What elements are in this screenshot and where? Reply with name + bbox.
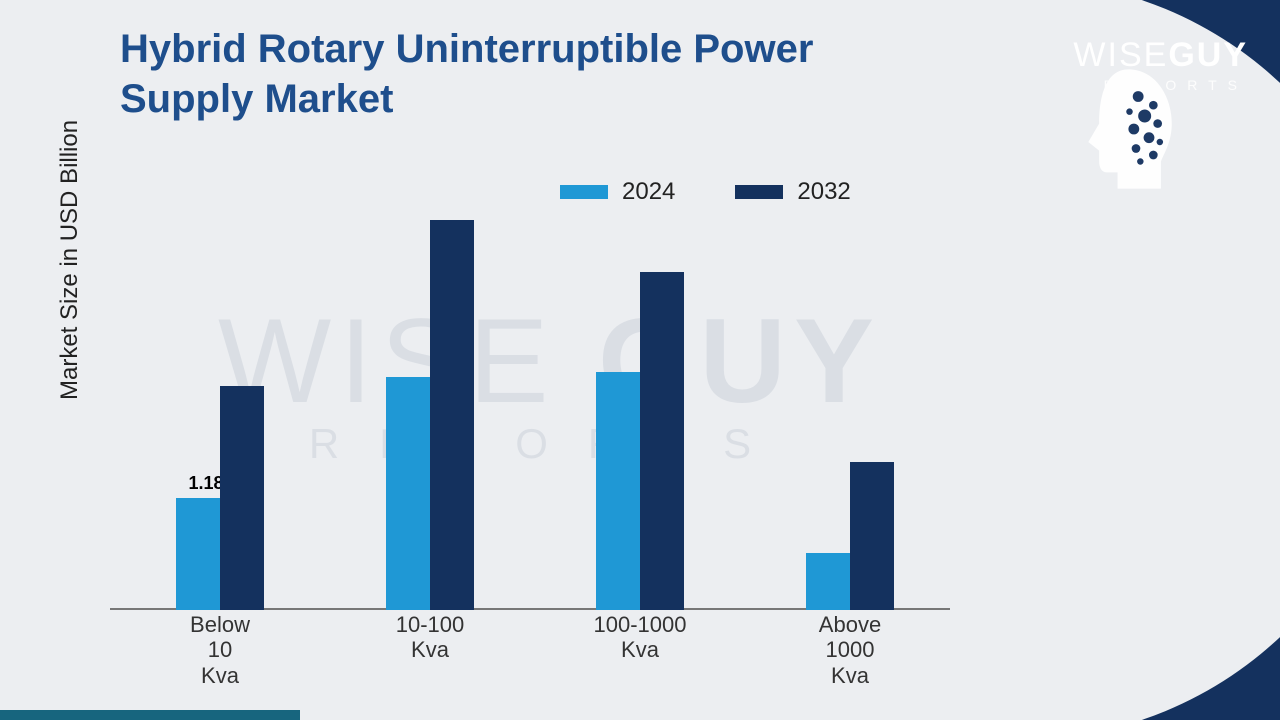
brand-logo: WISEGUY REPORTS xyxy=(1073,38,1248,92)
x-tick-label: 10-100Kva xyxy=(370,612,490,663)
legend-label: 2032 xyxy=(797,178,850,206)
bar xyxy=(640,272,684,610)
legend-swatch xyxy=(735,185,783,199)
legend-item-2032: 2032 xyxy=(735,178,850,206)
y-axis-label: Market Size in USD Billion xyxy=(56,120,84,400)
bar xyxy=(220,386,264,610)
bar-chart: 1.18 xyxy=(110,210,950,610)
bar xyxy=(596,372,640,610)
x-tick-label: Above1000Kva xyxy=(790,612,910,688)
x-tick-label: Below10Kva xyxy=(160,612,280,688)
legend: 2024 2032 xyxy=(560,178,851,206)
bar xyxy=(386,377,430,610)
stage: WISE GUY REPORTS Hybrid Rotary Uninterru… xyxy=(0,0,1280,720)
bar xyxy=(430,220,474,610)
legend-item-2024: 2024 xyxy=(560,178,675,206)
legend-label: 2024 xyxy=(622,178,675,206)
x-tick-label: 100-1000Kva xyxy=(580,612,700,663)
chart-title: Hybrid Rotary Uninterruptible Power Supp… xyxy=(120,24,820,124)
bar: 1.18 xyxy=(176,498,220,610)
bar xyxy=(850,462,894,610)
accent-strip xyxy=(0,710,300,720)
legend-swatch xyxy=(560,185,608,199)
bar xyxy=(806,553,850,610)
